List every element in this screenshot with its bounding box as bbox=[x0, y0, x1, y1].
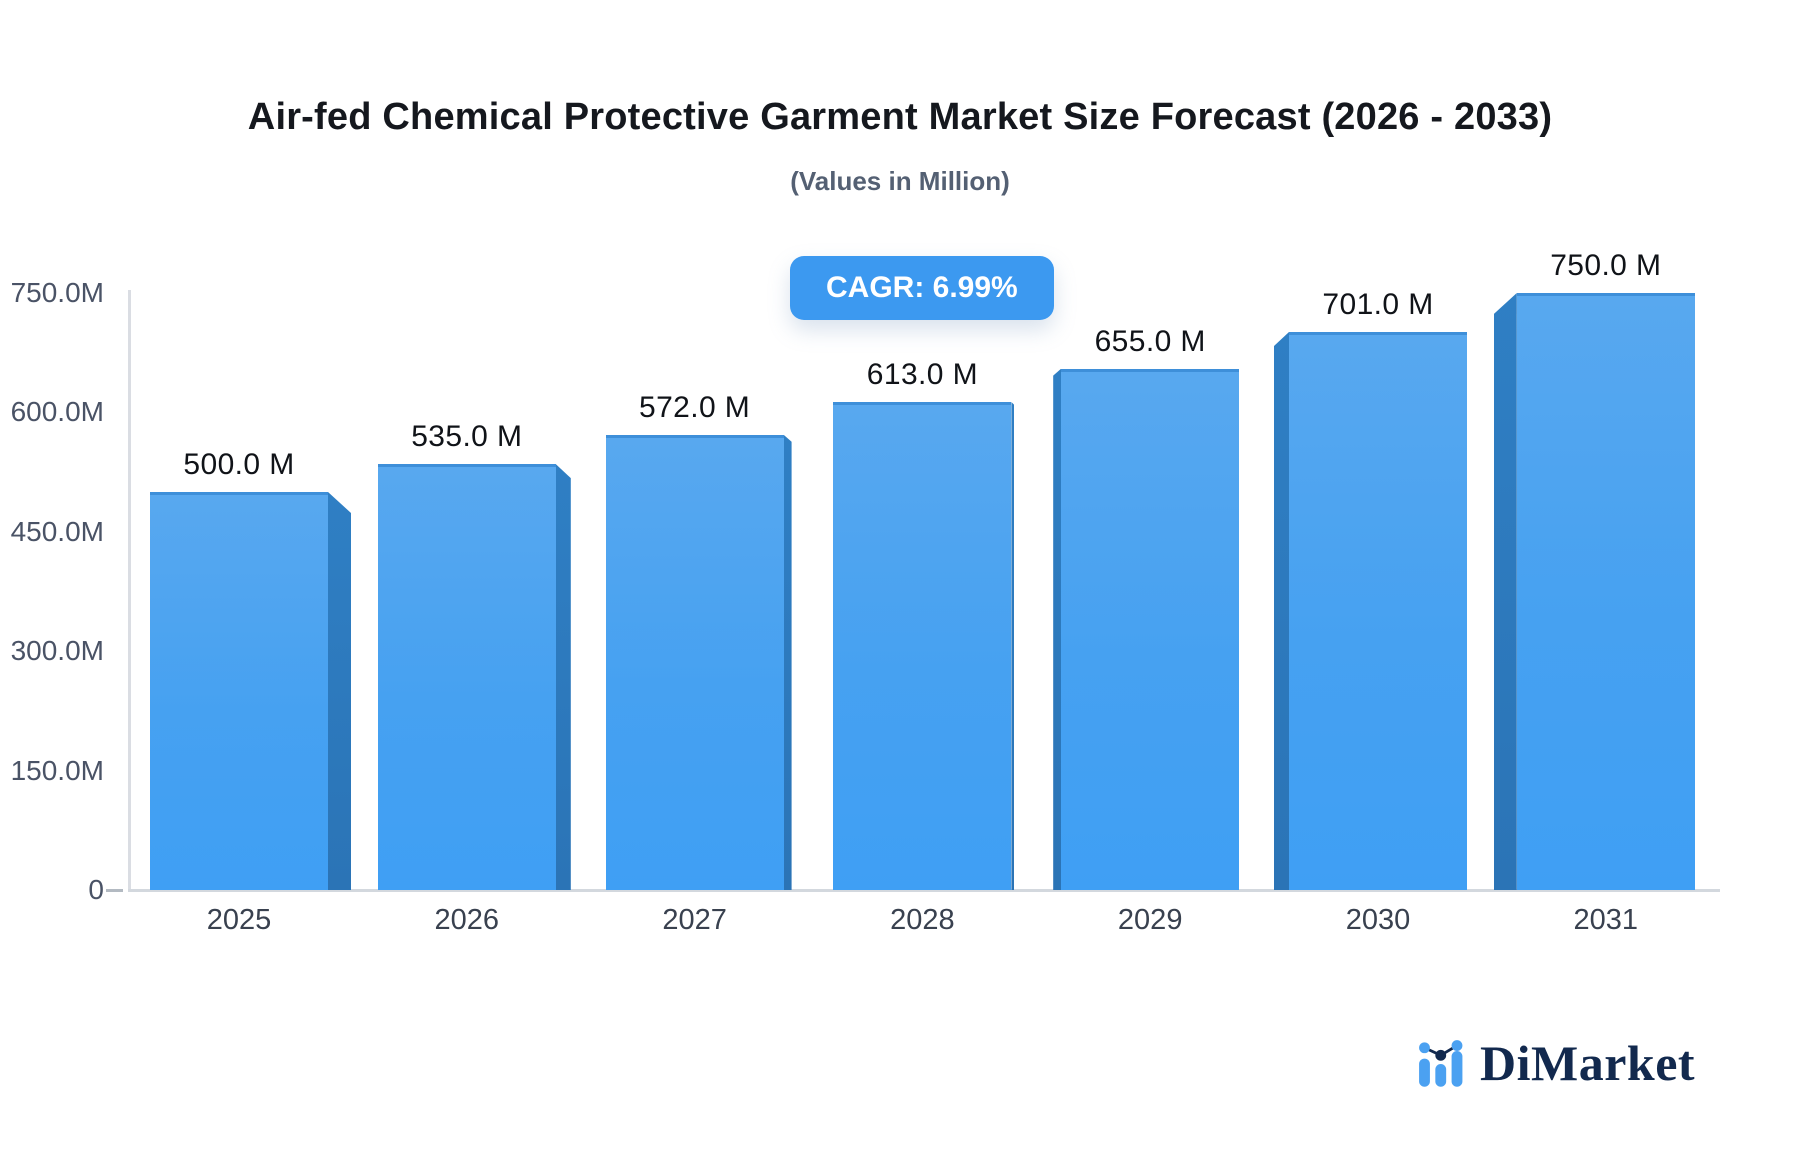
bar-value-label: 613.0 M bbox=[866, 358, 978, 392]
bar-side-3d bbox=[1053, 368, 1062, 890]
bar-value-label: 500.0 M bbox=[183, 448, 295, 481]
bar-value-label: 701.0 M bbox=[1322, 288, 1434, 321]
y-tick-label: 300.0M bbox=[10, 635, 104, 667]
x-tick-label: 2027 bbox=[662, 904, 727, 936]
cagr-badge: CAGR: 6.99% bbox=[790, 256, 1054, 320]
x-tick-label: 2031 bbox=[1573, 904, 1639, 936]
x-tick-label: 2025 bbox=[206, 904, 272, 936]
x-tick-label: 2028 bbox=[890, 904, 955, 936]
y-tick-label: 600.0M bbox=[10, 396, 104, 428]
x-tick-label: 2030 bbox=[1345, 904, 1411, 936]
x-tick-label: 2026 bbox=[434, 904, 500, 936]
chart-bars-icon bbox=[1419, 1040, 1463, 1087]
bar-side-3d bbox=[555, 464, 571, 890]
bar-2031 bbox=[1516, 293, 1695, 890]
y-tick-label: 750.0M bbox=[10, 277, 104, 308]
bar-side-3d bbox=[328, 492, 351, 890]
zero-tick-mark bbox=[106, 889, 123, 892]
bar-value-label: 655.0 M bbox=[1094, 324, 1206, 358]
bar-2030 bbox=[1289, 332, 1467, 890]
bar-2025 bbox=[150, 492, 328, 890]
bar-side-3d bbox=[1011, 402, 1015, 890]
bar-value-label: 572.0 M bbox=[638, 390, 751, 424]
y-axis-line bbox=[128, 290, 131, 891]
bar-side-3d bbox=[1493, 293, 1517, 890]
bar-value-label: 535.0 M bbox=[411, 420, 523, 454]
bar-side-3d bbox=[1274, 332, 1289, 890]
chart-title: Air-fed Chemical Protective Garment Mark… bbox=[247, 96, 1553, 138]
x-tick-label: 2029 bbox=[1117, 904, 1183, 936]
bar-2027 bbox=[605, 434, 784, 890]
logo-text: DiMarket bbox=[1480, 1035, 1696, 1091]
bar-2026 bbox=[377, 464, 556, 890]
y-tick-label: 0 bbox=[88, 874, 104, 905]
x-axis-baseline bbox=[128, 889, 1720, 892]
y-tick-label: 150.0M bbox=[10, 754, 104, 786]
chart-subtitle: (Values in Million) bbox=[790, 166, 1010, 196]
y-tick-label: 450.0M bbox=[10, 515, 104, 547]
bar-value-label: 750.0 M bbox=[1550, 249, 1662, 282]
bar-side-3d bbox=[783, 434, 792, 890]
dimarket-logo: DiMarket bbox=[1418, 1038, 1695, 1088]
bar-2029 bbox=[1061, 368, 1240, 890]
bar-2028 bbox=[833, 402, 1012, 890]
